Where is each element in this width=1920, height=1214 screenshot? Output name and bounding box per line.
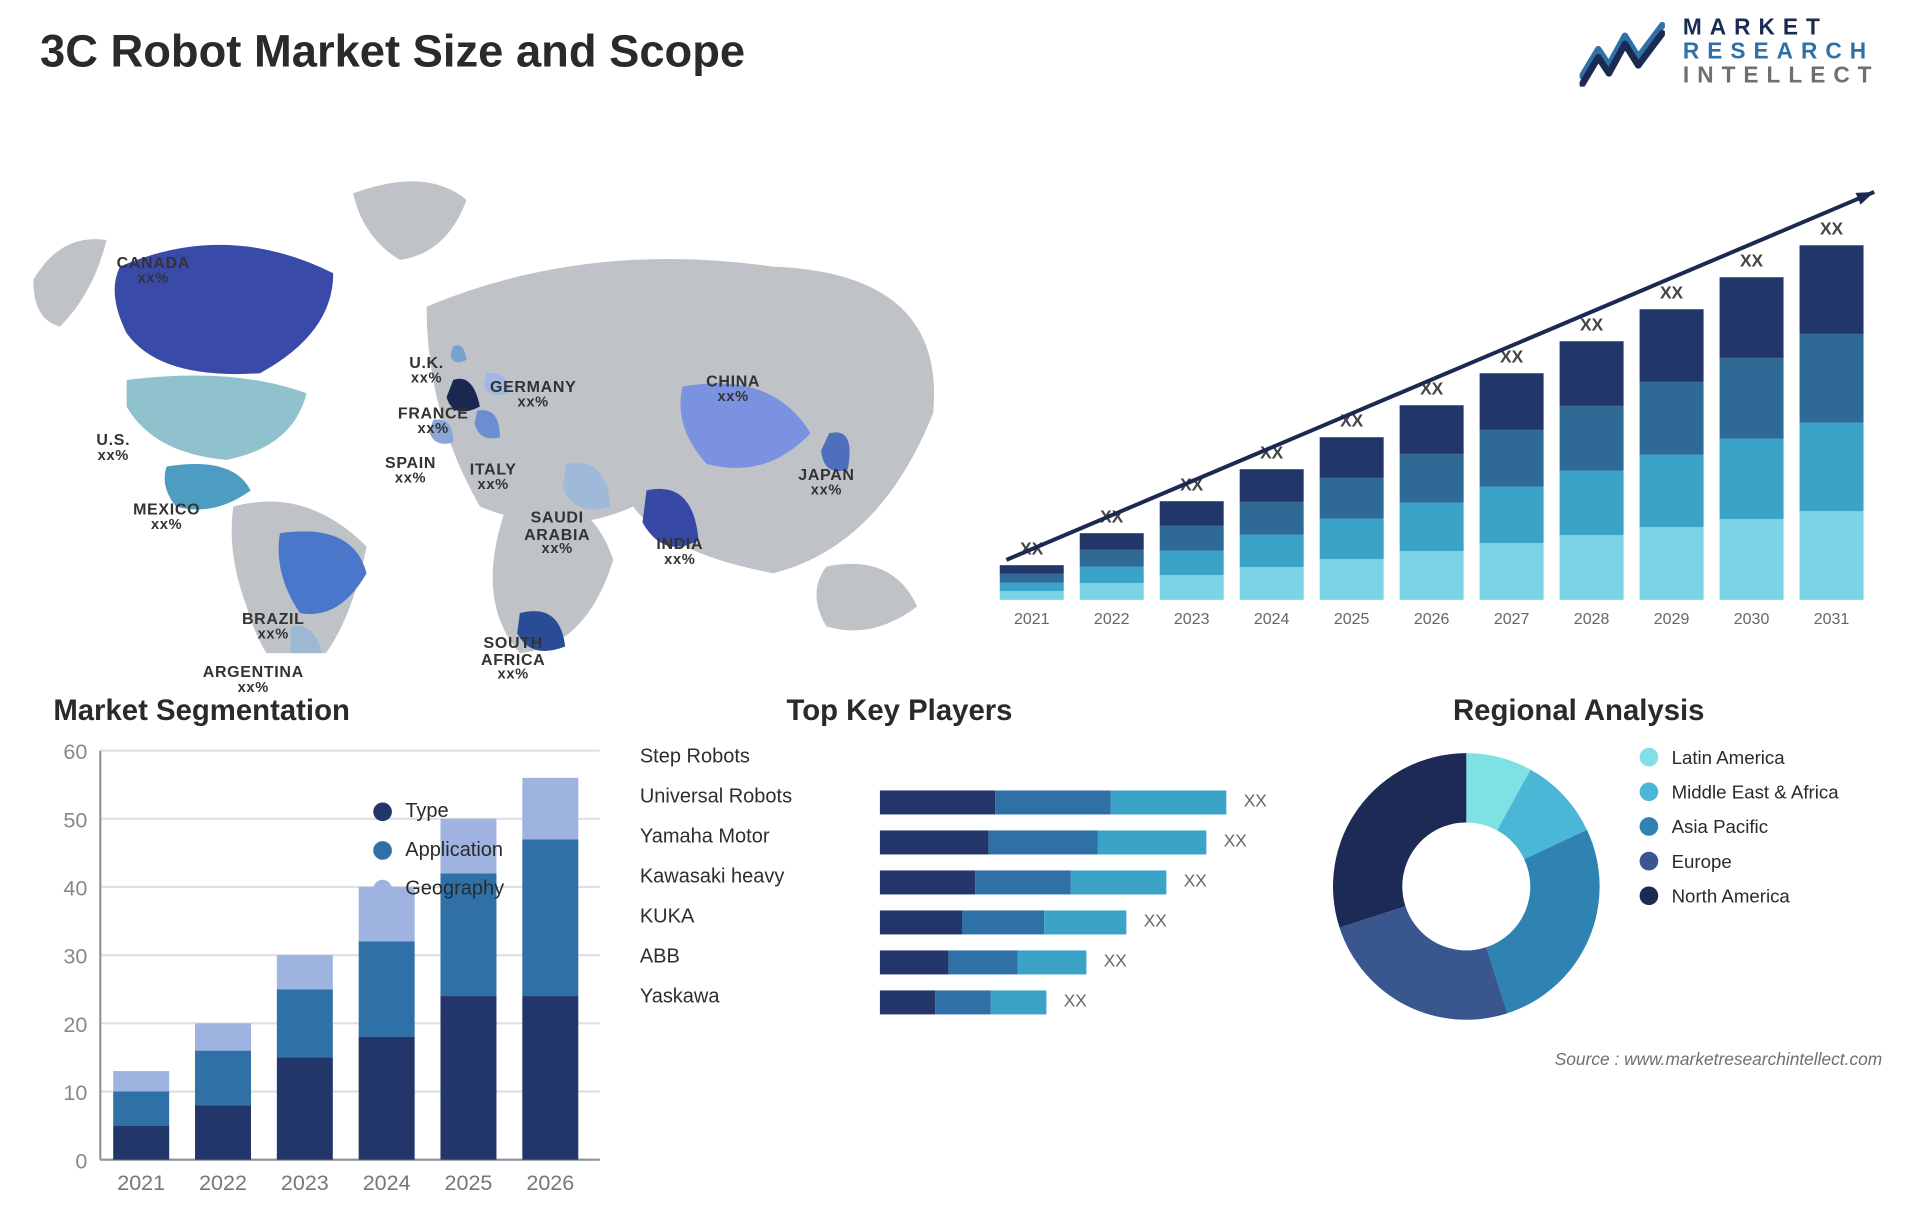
map-label-japan: JAPANxx% bbox=[773, 467, 880, 499]
player-step-robots: Step Robots bbox=[640, 745, 750, 768]
player-yaskawa: Yaskawa bbox=[640, 985, 720, 1008]
players-chart: Step Robots Universal Robots XX Yamaha Moto… bbox=[640, 740, 1280, 1053]
player-value: XX bbox=[1144, 910, 1167, 930]
svg-text:XX: XX bbox=[1580, 315, 1604, 335]
region-middle-east-africa: Middle East & Africa bbox=[1640, 781, 1839, 802]
brand-word-2: RESEARCH bbox=[1683, 40, 1880, 64]
player-yamaha-motor: Yamaha Motor bbox=[640, 825, 770, 848]
svg-text:2025: 2025 bbox=[445, 1171, 493, 1195]
svg-text:2024: 2024 bbox=[1254, 611, 1290, 628]
region-asia-pacific: Asia Pacific bbox=[1640, 816, 1839, 837]
regional-donut: Latin America Middle East & Africa Asia Pa… bbox=[1320, 740, 1893, 1047]
map-label-india: INDIAxx% bbox=[627, 536, 734, 568]
svg-text:XX: XX bbox=[1660, 283, 1684, 303]
svg-text:2025: 2025 bbox=[1334, 611, 1370, 628]
map-label-mexico: MEXICOxx% bbox=[113, 501, 220, 533]
seg-legend-type: Type bbox=[373, 800, 504, 823]
map-label-u-s-: U.S.xx% bbox=[60, 432, 167, 464]
svg-text:2023: 2023 bbox=[1174, 611, 1210, 628]
player-value: XX bbox=[1224, 830, 1247, 850]
map-label-italy: ITALYxx% bbox=[440, 461, 547, 493]
brand-word-3: INTELLECT bbox=[1683, 64, 1880, 88]
world-map: CANADAxx%U.S.xx%MEXICOxx%BRAZILxx%ARGENT… bbox=[27, 107, 960, 654]
svg-text:XX: XX bbox=[1740, 251, 1764, 271]
map-label-germany: GERMANYxx% bbox=[480, 379, 587, 411]
svg-text:40: 40 bbox=[63, 877, 87, 901]
brand-logo: MARKET RESEARCH INTELLECT bbox=[1579, 16, 1880, 87]
player-universal-robots: Universal Robots bbox=[640, 785, 792, 808]
player-value: XX bbox=[1184, 870, 1207, 890]
player-value: XX bbox=[1104, 950, 1127, 970]
map-label-argentina: ARGENTINAxx% bbox=[200, 664, 307, 696]
svg-text:30: 30 bbox=[63, 945, 87, 969]
svg-text:2028: 2028 bbox=[1574, 611, 1610, 628]
map-label-canada: CANADAxx% bbox=[100, 255, 207, 287]
brand-icon bbox=[1579, 17, 1664, 86]
source-text: Source : www.marketresearchintellect.com bbox=[1555, 1049, 1882, 1069]
svg-text:0: 0 bbox=[75, 1149, 87, 1173]
region-north-america: North America bbox=[1640, 885, 1839, 906]
svg-text:2021: 2021 bbox=[117, 1171, 165, 1195]
svg-text:10: 10 bbox=[63, 1081, 87, 1105]
player-abb: ABB bbox=[640, 945, 680, 968]
map-label-u-k-: U.K.xx% bbox=[373, 355, 480, 387]
heading-segmentation: Market Segmentation bbox=[53, 693, 350, 728]
page-title: 3C Robot Market Size and Scope bbox=[40, 27, 745, 79]
player-value: XX bbox=[1064, 990, 1087, 1010]
heading-regional: Regional Analysis bbox=[1453, 693, 1705, 728]
brand-word-1: MARKET bbox=[1683, 16, 1880, 40]
map-label-brazil: BRAZILxx% bbox=[220, 611, 327, 643]
svg-text:60: 60 bbox=[63, 740, 87, 764]
seg-legend-geography: Geography bbox=[373, 877, 504, 900]
svg-text:2023: 2023 bbox=[281, 1171, 329, 1195]
map-label-france: FRANCExx% bbox=[380, 405, 487, 437]
seg-legend-application: Application bbox=[373, 838, 504, 861]
svg-text:2030: 2030 bbox=[1734, 611, 1770, 628]
svg-text:XX: XX bbox=[1820, 219, 1844, 239]
player-value: XX bbox=[1244, 790, 1267, 810]
player-kuka: KUKA bbox=[640, 905, 694, 928]
map-label-south-africa: SOUTH AFRICAxx% bbox=[460, 635, 567, 684]
svg-text:2022: 2022 bbox=[1094, 611, 1130, 628]
svg-text:2024: 2024 bbox=[363, 1171, 411, 1195]
player-kawasaki-heavy: Kawasaki heavy bbox=[640, 865, 785, 888]
map-label-saudi-arabia: SAUDI ARABIAxx% bbox=[504, 509, 611, 558]
svg-text:2027: 2027 bbox=[1494, 611, 1530, 628]
regional-legend: Latin America Middle East & Africa Asia Pa… bbox=[1640, 733, 1839, 920]
svg-text:2026: 2026 bbox=[1414, 611, 1450, 628]
segmentation-legend: Type Application Geography bbox=[373, 784, 504, 916]
svg-text:2021: 2021 bbox=[1014, 611, 1050, 628]
market-growth-chart: 2021XX2022XX2023XX2024XX2025XX2026XX2027… bbox=[986, 133, 1892, 640]
map-label-china: CHINAxx% bbox=[680, 373, 787, 405]
svg-text:2029: 2029 bbox=[1654, 611, 1690, 628]
heading-players: Top Key Players bbox=[786, 693, 1012, 728]
svg-text:2031: 2031 bbox=[1814, 611, 1850, 628]
region-latin-america: Latin America bbox=[1640, 746, 1839, 767]
segmentation-chart: 0102030405060202120222023202420252026 bbox=[40, 740, 600, 1047]
svg-text:2022: 2022 bbox=[199, 1171, 247, 1195]
svg-text:50: 50 bbox=[63, 808, 87, 832]
svg-text:20: 20 bbox=[63, 1013, 87, 1037]
svg-text:2026: 2026 bbox=[526, 1171, 574, 1195]
region-europe: Europe bbox=[1640, 850, 1839, 871]
